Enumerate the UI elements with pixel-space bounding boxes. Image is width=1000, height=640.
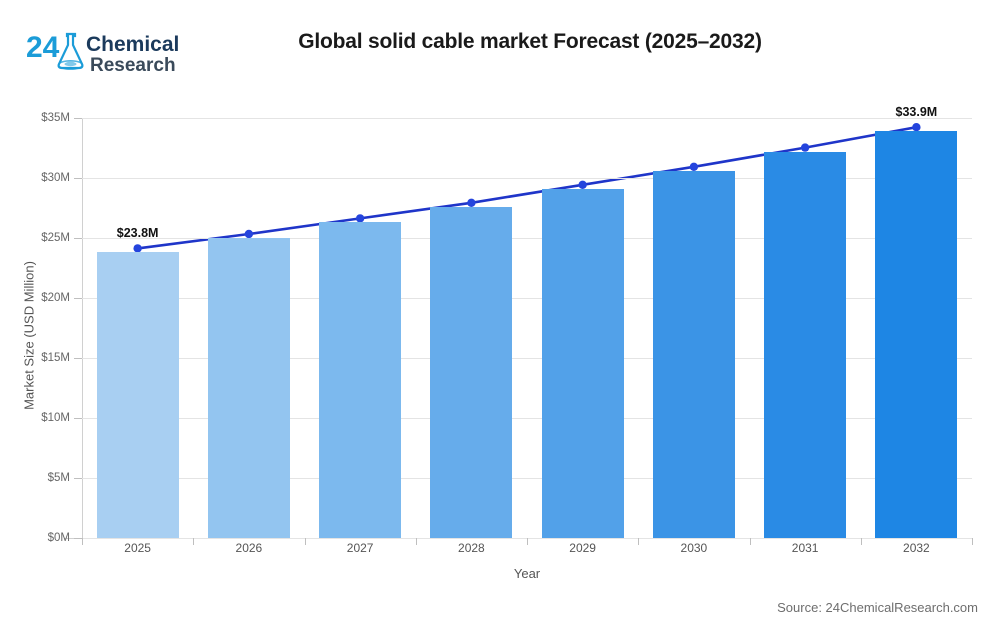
brand-logo-graphic: 24 Chemical Research (26, 31, 179, 76)
x-axis-tick (527, 538, 528, 545)
gridline (82, 478, 972, 479)
y-axis-tick-label: $35M (41, 112, 70, 124)
y-axis-tick (74, 238, 82, 239)
x-axis-label-2027: 2027 (346, 541, 374, 555)
trend-point-2026[interactable] (244, 229, 254, 239)
bar-2031[interactable] (764, 151, 847, 538)
gridline (82, 118, 972, 119)
bar-2030[interactable] (652, 170, 735, 538)
y-axis-tick (74, 178, 82, 179)
y-axis-tick (74, 538, 82, 539)
y-axis-tick-label: $0M (47, 532, 70, 544)
trend-point-2027[interactable] (355, 214, 365, 223)
y-axis-tick (74, 418, 82, 419)
brand-logo: 24 Chemical Research (26, 24, 186, 80)
bar-2027[interactable] (319, 222, 402, 538)
trend-point-2032[interactable] (912, 123, 921, 132)
source-attribution: Source: 24ChemicalResearch.com (777, 600, 978, 615)
x-axis-tick (304, 538, 306, 545)
x-axis-tick (82, 538, 83, 545)
plot-area (82, 118, 972, 539)
logo-text-chemical: Chemical (86, 33, 179, 56)
y-axis-tick (74, 358, 82, 359)
bar-2026[interactable] (207, 238, 290, 538)
logo-ripple-outer (57, 59, 84, 70)
y-axis-tick-label: $20M (41, 292, 70, 304)
gridline (82, 178, 972, 179)
trend-point-2031[interactable] (800, 143, 810, 152)
x-axis-title: Year (513, 566, 541, 581)
x-axis-tick (638, 538, 640, 545)
x-axis-label-2032: 2032 (903, 541, 930, 555)
y-axis-tick (74, 118, 82, 119)
x-axis-tick (749, 538, 751, 545)
bar-2028[interactable] (430, 206, 513, 538)
data-label-2025: $23.8M (116, 226, 159, 241)
page-title: Global solid cable market Forecast (2025… (298, 30, 762, 53)
x-axis-tick (415, 538, 417, 545)
y-axis-tick (74, 478, 82, 479)
logo-number-text: 24 (26, 31, 60, 64)
x-axis-label-2028: 2028 (458, 541, 485, 555)
gridline (82, 238, 972, 239)
y-axis-title: Market Size (USD Million) (21, 261, 37, 410)
bar-2025[interactable] (96, 252, 179, 538)
y-axis-tick-label: $5M (47, 472, 70, 484)
trend-point-2030[interactable] (689, 162, 699, 171)
y-axis-tick-label: $30M (41, 172, 70, 184)
data-label-2032: $33.9M (895, 105, 938, 120)
gridline (82, 418, 972, 419)
x-axis-tick (193, 538, 195, 545)
x-axis-label-2025: 2025 (124, 541, 151, 555)
logo-ripple-inner (64, 61, 77, 67)
y-axis-line (82, 118, 83, 540)
y-axis-tick-label: $15M (41, 352, 70, 364)
y-axis-tick-label: $25M (41, 232, 70, 244)
x-axis-label-2029: 2029 (569, 541, 596, 555)
y-axis-tick (74, 298, 82, 299)
x-axis-tick (860, 538, 862, 545)
gridline (82, 358, 972, 359)
y-axis-tick-labels: $0M $5M $10M $15M $20M $25M $30M $35M (0, 0, 70, 640)
y-axis-tick-label: $10M (41, 412, 70, 424)
trend-point-2028[interactable] (467, 198, 476, 207)
trend-point-2029[interactable] (578, 180, 587, 189)
x-axis-label-2031: 2031 (791, 541, 819, 555)
bar-2029[interactable] (541, 188, 624, 538)
x-axis-tick (972, 538, 973, 545)
x-axis-label-2026: 2026 (235, 541, 263, 555)
x-axis-label-2030: 2030 (680, 541, 708, 555)
bar-2032[interactable] (875, 131, 958, 538)
logo-text-research: Research (90, 55, 176, 76)
trend-point-2025[interactable] (133, 244, 142, 253)
gridline (82, 298, 972, 299)
